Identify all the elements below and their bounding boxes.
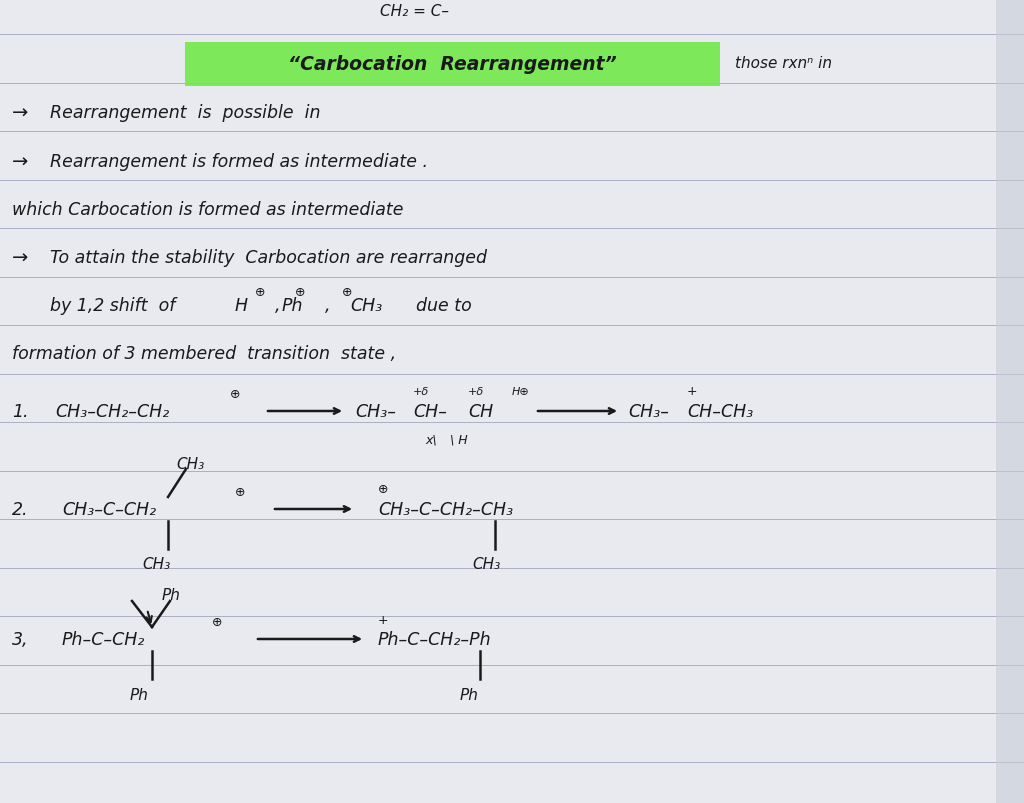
Text: ⊕: ⊕: [255, 285, 265, 298]
Text: Ph: Ph: [460, 687, 479, 702]
Text: ⊕: ⊕: [234, 486, 246, 499]
Text: CH₃–: CH₃–: [628, 402, 669, 421]
Text: H⊕: H⊕: [512, 386, 529, 397]
Text: ⊕: ⊕: [378, 483, 388, 496]
Text: Ph–C–CH₂: Ph–C–CH₂: [62, 630, 145, 648]
Text: H: H: [234, 296, 248, 315]
Text: ⊕: ⊕: [230, 388, 241, 401]
Text: 3,: 3,: [12, 630, 29, 648]
Text: x\: x\: [425, 433, 440, 446]
Text: “Carbocation  Rearrangement”: “Carbocation Rearrangement”: [288, 55, 616, 73]
Text: Ph: Ph: [282, 296, 303, 315]
Text: To attain the stability  Carbocation are rearranged: To attain the stability Carbocation are …: [50, 249, 487, 267]
Text: ,: ,: [275, 296, 281, 315]
Text: ⊕: ⊕: [295, 285, 305, 298]
Text: CH₂ = C–: CH₂ = C–: [380, 5, 449, 19]
Text: CH₃–: CH₃–: [355, 402, 396, 421]
Bar: [996, 0, 1024, 803]
Text: \ H: \ H: [450, 433, 468, 446]
Text: +δ: +δ: [468, 386, 484, 397]
Text: Rearrangement is formed as intermediate .: Rearrangement is formed as intermediate …: [50, 153, 428, 171]
Text: which Carbocation is formed as intermediate: which Carbocation is formed as intermedi…: [12, 201, 403, 218]
Text: CH₃: CH₃: [472, 556, 501, 572]
Text: CH: CH: [468, 402, 494, 421]
Text: ⊕: ⊕: [212, 616, 222, 629]
Text: Ph–C–CH₂–Ph: Ph–C–CH₂–Ph: [378, 630, 492, 648]
FancyBboxPatch shape: [185, 43, 720, 87]
Text: Ph: Ph: [130, 687, 148, 702]
Text: →: →: [12, 248, 29, 267]
Text: +δ: +δ: [413, 386, 429, 397]
Text: CH–CH₃: CH–CH₃: [687, 402, 754, 421]
Text: +: +: [378, 613, 388, 626]
Text: CH₃–C–CH₂–CH₃: CH₃–C–CH₂–CH₃: [378, 500, 513, 519]
Text: Ph: Ph: [162, 587, 181, 601]
Text: by 1,2 shift  of: by 1,2 shift of: [50, 296, 175, 315]
Text: CH₃: CH₃: [350, 296, 382, 315]
Text: CH–: CH–: [413, 402, 447, 421]
Text: →: →: [12, 153, 29, 171]
Text: formation of 3 membered  transition  state ,: formation of 3 membered transition state…: [12, 344, 396, 362]
Text: due to: due to: [406, 296, 472, 315]
Text: ⊕: ⊕: [342, 285, 352, 298]
Text: +: +: [687, 385, 697, 398]
Text: CH₃: CH₃: [142, 556, 170, 572]
Text: Rearrangement  is  possible  in: Rearrangement is possible in: [50, 104, 321, 122]
Text: CH₃: CH₃: [176, 457, 204, 472]
Text: 2.: 2.: [12, 500, 29, 519]
Text: CH₃–CH₂–CH₂: CH₃–CH₂–CH₂: [55, 402, 169, 421]
Text: CH₃–C–CH₂: CH₃–C–CH₂: [62, 500, 156, 519]
Text: those rxnⁿ in: those rxnⁿ in: [735, 56, 831, 71]
Text: ,: ,: [325, 296, 331, 315]
Text: →: →: [12, 104, 29, 122]
Text: 1.: 1.: [12, 402, 29, 421]
